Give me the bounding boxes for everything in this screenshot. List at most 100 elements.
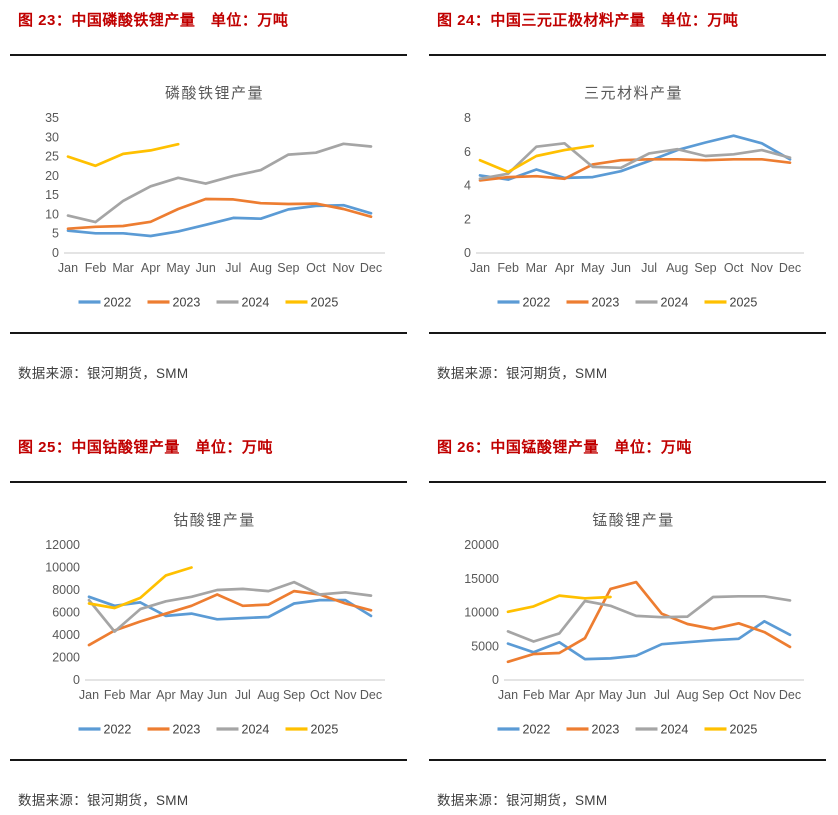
x-tick-label: Mar bbox=[526, 261, 548, 275]
chart-title: 锰酸锂产量 bbox=[592, 512, 675, 529]
legend-item-2022: 2022 bbox=[78, 296, 132, 310]
x-tick-label: Jun bbox=[196, 261, 216, 275]
legend-label-2023: 2023 bbox=[592, 723, 620, 737]
y-tick-label: 8 bbox=[464, 111, 471, 125]
series-line-2023 bbox=[66, 197, 373, 231]
legend-label-2024: 2024 bbox=[242, 296, 270, 310]
chart-svg: 锰酸锂产量 0 5000 10000 15000 20000 Jan Feb Mar Apr May… bbox=[464, 512, 804, 737]
chart-box-lfp: 磷酸铁锂产量 0 5 10 15 20 25 30 35 Jan Feb Mar Apr May Jun Ju… bbox=[10, 54, 407, 334]
x-tick-label: Oct bbox=[306, 261, 326, 275]
legend-label-2025: 2025 bbox=[311, 723, 339, 737]
series-line-2022 bbox=[506, 619, 792, 661]
series-line-2025 bbox=[66, 142, 180, 168]
series-line-2025 bbox=[478, 144, 595, 174]
figure-caption-26: 图 26：中国锰酸锂产量 单位：万吨 bbox=[437, 439, 692, 456]
x-tick-label: Jan bbox=[58, 261, 78, 275]
x-tick-label: Jun bbox=[207, 688, 227, 702]
line-chart-lco-production: 钴酸锂产量 0 2000 4000 6000 8000 10000 12000 Jan Feb Ma… bbox=[10, 483, 407, 759]
legend-item-2023: 2023 bbox=[566, 723, 620, 737]
data-source-26: 数据来源：银河期货，SMM bbox=[437, 793, 608, 808]
x-tick-label: Oct bbox=[729, 688, 749, 702]
line-chart-ternary-production: 三元材料产量 0 2 4 6 8 Jan Feb Mar Apr May Jun Jul Aug Sep Oc… bbox=[429, 56, 826, 332]
y-tick-label: 8000 bbox=[52, 583, 80, 597]
x-tick-label: Jan bbox=[79, 688, 99, 702]
x-tick-label: Mar bbox=[130, 688, 152, 702]
x-tick-label: Jun bbox=[611, 261, 631, 275]
x-tick-label: May bbox=[180, 688, 204, 702]
series-line-2023 bbox=[87, 589, 373, 647]
y-tick-label: 0 bbox=[492, 673, 499, 687]
x-tick-label: Jul bbox=[235, 688, 251, 702]
y-tick-label: 2000 bbox=[52, 651, 80, 665]
legend-item-2025: 2025 bbox=[285, 723, 339, 737]
legend-label-2024: 2024 bbox=[661, 296, 689, 310]
chart-title: 磷酸铁锂产量 bbox=[165, 85, 264, 102]
legend-item-2024: 2024 bbox=[216, 723, 269, 737]
x-tick-label: Dec bbox=[779, 261, 801, 275]
x-tick-label: May bbox=[599, 688, 623, 702]
y-tick-label: 10 bbox=[45, 207, 59, 221]
series-line-2025 bbox=[506, 594, 612, 614]
x-tick-label: Sep bbox=[694, 261, 716, 275]
x-tick-label: Oct bbox=[310, 688, 330, 702]
line-chart-lfp-production: 磷酸铁锂产量 0 5 10 15 20 25 30 35 Jan Feb Mar Apr May Jun Ju… bbox=[10, 56, 407, 332]
x-tick-label: Jan bbox=[470, 261, 490, 275]
panel-fig26-lmo: 图 26：中国锰酸锂产量 单位：万吨 锰酸锂产量 0 5000 10000 15000 2… bbox=[419, 427, 838, 815]
series-line-2025 bbox=[87, 566, 193, 610]
y-tick-label: 12000 bbox=[45, 538, 80, 552]
y-tick-label: 5000 bbox=[471, 639, 499, 653]
x-tick-label: Nov bbox=[334, 688, 357, 702]
y-tick-label: 30 bbox=[45, 130, 59, 144]
x-tick-label: Jul bbox=[654, 688, 670, 702]
y-tick-label: 10000 bbox=[45, 561, 80, 575]
y-tick-label: 2 bbox=[464, 212, 471, 226]
legend-item-2024: 2024 bbox=[635, 723, 688, 737]
legend-item-2023: 2023 bbox=[566, 296, 619, 310]
legend-label-2022: 2022 bbox=[104, 723, 132, 737]
y-tick-label: 10000 bbox=[464, 606, 499, 620]
series-line-2023 bbox=[506, 580, 792, 664]
y-tick-label: 35 bbox=[45, 111, 59, 125]
y-tick-label: 20 bbox=[45, 169, 59, 183]
x-tick-label: Feb bbox=[104, 688, 126, 702]
x-tick-label: Feb bbox=[85, 261, 107, 275]
series-line-2022 bbox=[87, 595, 373, 621]
chart-title: 三元材料产量 bbox=[584, 85, 683, 102]
chart-box-ternary: 三元材料产量 0 2 4 6 8 Jan Feb Mar Apr May Jun Jul Aug Sep Oc… bbox=[429, 54, 826, 334]
legend-item-2024: 2024 bbox=[635, 296, 689, 310]
legend-item-2022: 2022 bbox=[78, 723, 132, 737]
x-tick-label: Mar bbox=[549, 688, 571, 702]
y-tick-label: 20000 bbox=[464, 538, 499, 552]
data-source-23: 数据来源：银河期货，SMM bbox=[18, 366, 189, 381]
legend-item-2025: 2025 bbox=[704, 723, 758, 737]
legend-item-2023: 2023 bbox=[147, 296, 200, 310]
chart-svg: 三元材料产量 0 2 4 6 8 Jan Feb Mar Apr May Jun Jul Aug Sep Oc… bbox=[464, 85, 804, 310]
y-tick-label: 5 bbox=[52, 227, 59, 241]
legend-label-2022: 2022 bbox=[523, 296, 551, 310]
legend-label-2025: 2025 bbox=[311, 296, 339, 310]
chart-box-lco: 钴酸锂产量 0 2000 4000 6000 8000 10000 12000 Jan Feb Ma… bbox=[10, 481, 407, 761]
x-tick-label: Aug bbox=[666, 261, 688, 275]
x-tick-label: Mar bbox=[112, 261, 134, 275]
figure-caption-25: 图 25：中国钴酸锂产量 单位：万吨 bbox=[18, 439, 273, 456]
data-source-25: 数据来源：银河期货，SMM bbox=[18, 793, 189, 808]
x-tick-label: Apr bbox=[156, 688, 175, 702]
x-tick-label: Sep bbox=[277, 261, 299, 275]
chart-box-lmo: 锰酸锂产量 0 5000 10000 15000 20000 Jan Feb Mar Apr May… bbox=[429, 481, 826, 761]
legend-label-2022: 2022 bbox=[523, 723, 551, 737]
y-tick-label: 6000 bbox=[52, 606, 80, 620]
x-tick-label: Jul bbox=[641, 261, 657, 275]
figure-caption-23: 图 23：中国磷酸铁锂产量 单位：万吨 bbox=[18, 12, 289, 29]
legend-label-2022: 2022 bbox=[104, 296, 132, 310]
series-line-2024 bbox=[506, 594, 792, 643]
line-chart-lmo-production: 锰酸锂产量 0 5000 10000 15000 20000 Jan Feb Mar Apr May… bbox=[429, 483, 826, 759]
x-tick-label: Oct bbox=[724, 261, 744, 275]
legend-label-2025: 2025 bbox=[730, 723, 758, 737]
y-tick-label: 0 bbox=[52, 246, 59, 260]
x-tick-label: Jul bbox=[225, 261, 241, 275]
legend-item-2024: 2024 bbox=[216, 296, 270, 310]
y-tick-label: 15 bbox=[45, 188, 59, 202]
legend-label-2023: 2023 bbox=[173, 723, 201, 737]
x-tick-label: Feb bbox=[497, 261, 519, 275]
